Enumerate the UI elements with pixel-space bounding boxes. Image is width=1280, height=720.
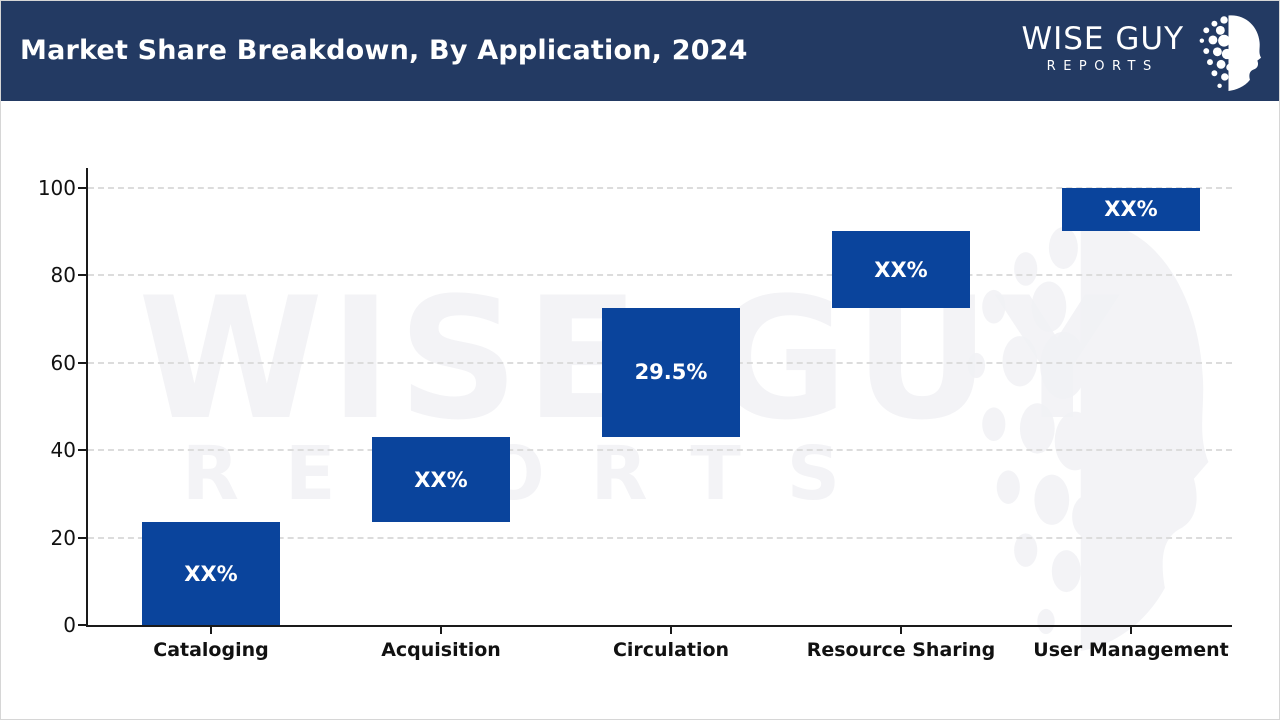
chart-area: WISE GUY REPORTS 0 20 40 60 80 100 XX% Catalogi… [0, 101, 1280, 720]
page-title: Market Share Breakdown, By Application, … [20, 35, 748, 66]
y-tick-label-60: 60 [50, 350, 76, 375]
bar-cataloging: XX% [142, 522, 280, 625]
y-tick-label-100: 100 [37, 175, 76, 200]
x-tick-mark-circulation [670, 627, 672, 634]
x-tick-label-acquisition: Acquisition [381, 639, 501, 661]
x-tick-mark-resource-sharing [900, 627, 902, 634]
x-tick-label-circulation: Circulation [612, 639, 730, 661]
x-tick-mark-cataloging [210, 627, 212, 634]
y-axis [86, 168, 88, 627]
y-tick-label-20: 20 [50, 525, 76, 550]
bar-acquisition: XX% [372, 436, 510, 523]
bar-label-circulation: 29.5% [634, 360, 708, 385]
gridline-40 [88, 449, 1232, 451]
y-tick-mark-100 [78, 186, 86, 189]
header-bar: Market Share Breakdown, By Application, … [0, 0, 1280, 101]
bar-label-cataloging: XX% [184, 561, 238, 586]
gridline-100 [88, 186, 1232, 189]
watermark-head-icon [967, 222, 1209, 651]
logo-text: WISE GUY REPORTS [1021, 22, 1184, 76]
bar-label-acquisition: XX% [414, 467, 468, 492]
y-tick-mark-40 [78, 449, 86, 451]
y-tick-mark-20 [78, 536, 86, 539]
logo-wordmark: WISE GUY [1021, 21, 1184, 57]
y-tick-label-80: 80 [50, 263, 76, 287]
wise-guy-logo: WISE GUY REPORTS [1021, 6, 1266, 98]
y-tick-mark-80 [78, 274, 86, 276]
logo-head-icon [1199, 15, 1262, 92]
x-axis [86, 625, 1232, 627]
gridline-20 [88, 536, 1232, 539]
x-tick-mark-user-management [1130, 627, 1132, 634]
x-tick-label-cataloging: Cataloging [153, 639, 269, 661]
watermark-subtext: REPORTS [182, 431, 887, 517]
gridline-80 [88, 274, 1232, 276]
bar-label-user-management: XX% [1104, 197, 1158, 222]
bar-user-management: XX% [1062, 187, 1200, 232]
y-tick-mark-60 [78, 361, 86, 364]
y-tick-mark-0 [78, 624, 86, 626]
logo-subtext: REPORTS [1046, 59, 1159, 74]
bar-circulation: 29.5% [602, 307, 740, 437]
x-tick-label-resource-sharing: Resource Sharing [806, 639, 996, 661]
y-tick-label-40: 40 [50, 438, 76, 462]
x-tick-mark-acquisition [440, 627, 442, 634]
y-tick-label-0: 0 [63, 613, 76, 637]
bar-resource-sharing: XX% [832, 231, 970, 308]
x-tick-label-user-management: User Management [1033, 639, 1229, 661]
bar-label-resource-sharing: XX% [874, 257, 928, 282]
